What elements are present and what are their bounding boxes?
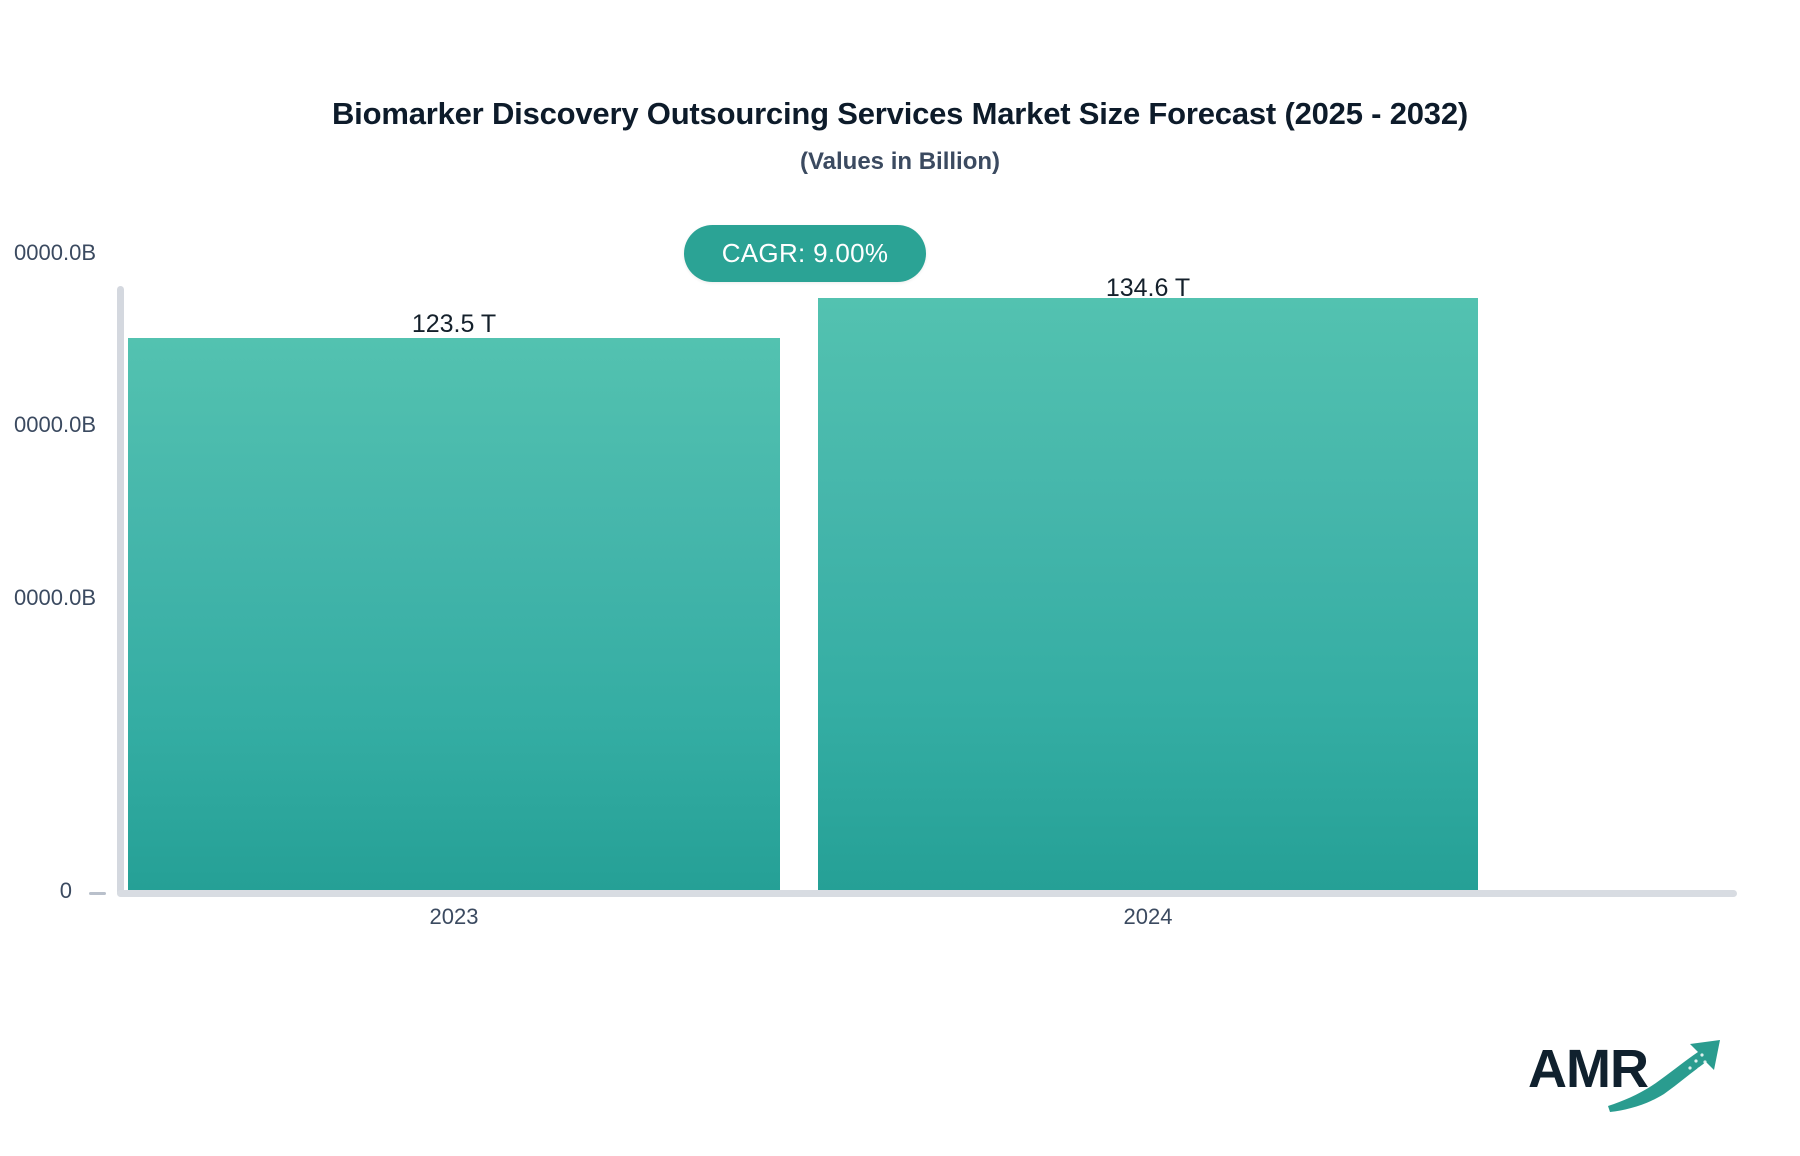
- bar-2024[interactable]: [818, 298, 1478, 890]
- amr-logo-text: AMR: [1528, 1039, 1649, 1099]
- chart-subtitle: (Values in Billion): [799, 148, 1001, 175]
- bar-value-label-2023: 123.5 T: [411, 310, 497, 338]
- cagr-badge-label: CAGR: 9.00%: [721, 238, 889, 268]
- y-axis-tick-label-3: 0000.0B: [14, 240, 96, 265]
- y-axis-tick-mark-0: [89, 892, 106, 895]
- y-axis-tick-label-0: 0: [59, 878, 72, 903]
- trend-arrow-up-icon: [1606, 1038, 1722, 1117]
- cagr-badge[interactable]: CAGR: 9.00%: [684, 225, 926, 282]
- x-axis-line: [117, 890, 1737, 897]
- y-axis-tick-label-1: 0000.0B: [14, 585, 96, 610]
- x-axis-tick-label-2023: 2023: [429, 904, 479, 929]
- bar-2023[interactable]: [128, 338, 780, 890]
- y-axis-line: [117, 286, 124, 896]
- y-axis-tick-label-2: 0000.0B: [14, 412, 96, 437]
- chart-title: Biomarker Discovery Outsourcing Services…: [332, 96, 1468, 131]
- amr-logo: AMR: [1528, 1032, 1728, 1118]
- bar-value-label-2024: 134.6 T: [1105, 274, 1191, 302]
- x-axis-tick-label-2024: 2024: [1123, 904, 1173, 929]
